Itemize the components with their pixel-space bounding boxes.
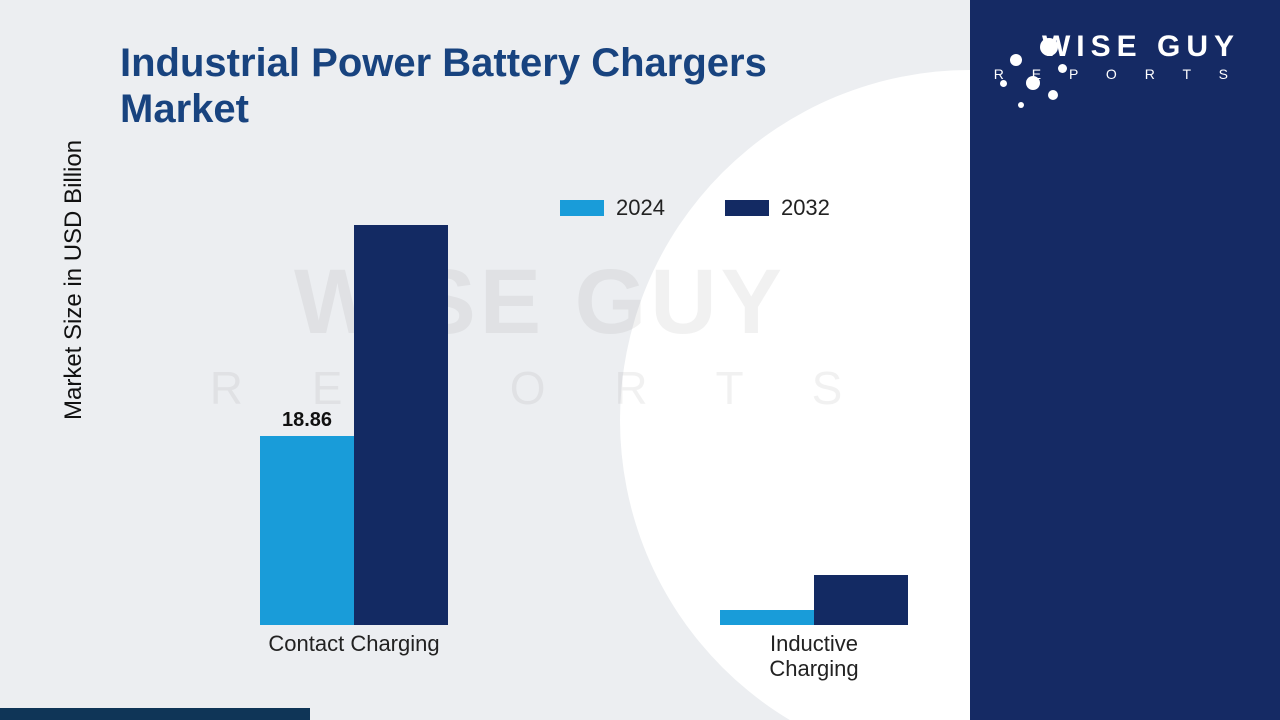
bar-group	[720, 575, 908, 625]
brand-logo-line2: R E P O R T S	[994, 66, 1240, 82]
legend-label: 2024	[616, 195, 665, 221]
bar: 18.86	[260, 436, 354, 625]
bar	[354, 225, 448, 625]
chart-title: Industrial Power Battery Chargers Market	[120, 40, 860, 132]
right-band	[970, 0, 1280, 720]
legend-item-2024: 2024	[560, 195, 665, 221]
y-axis-label: Market Size in USD Billion	[60, 140, 88, 420]
legend-item-2032: 2032	[725, 195, 830, 221]
legend-label: 2032	[781, 195, 830, 221]
bar	[720, 610, 814, 625]
legend-swatch-icon	[560, 200, 604, 216]
plot-area: 18.86Contact ChargingInductive Charging	[180, 225, 940, 625]
bar-group: 18.86	[260, 225, 448, 625]
bottom-accent-bar	[0, 708, 310, 720]
legend-swatch-icon	[725, 200, 769, 216]
bar-value-label: 18.86	[282, 409, 332, 432]
brand-logo-line1: WISE GUY	[994, 30, 1240, 64]
legend: 2024 2032	[560, 195, 830, 221]
x-axis-category-label: Contact Charging	[264, 631, 444, 656]
brand-logo: WISE GUY R E P O R T S	[994, 30, 1240, 82]
chart-canvas: WISE GUY R E P O R T S Industrial Power …	[0, 0, 1280, 720]
bar	[814, 575, 908, 625]
x-axis-category-label: Inductive Charging	[724, 631, 904, 682]
